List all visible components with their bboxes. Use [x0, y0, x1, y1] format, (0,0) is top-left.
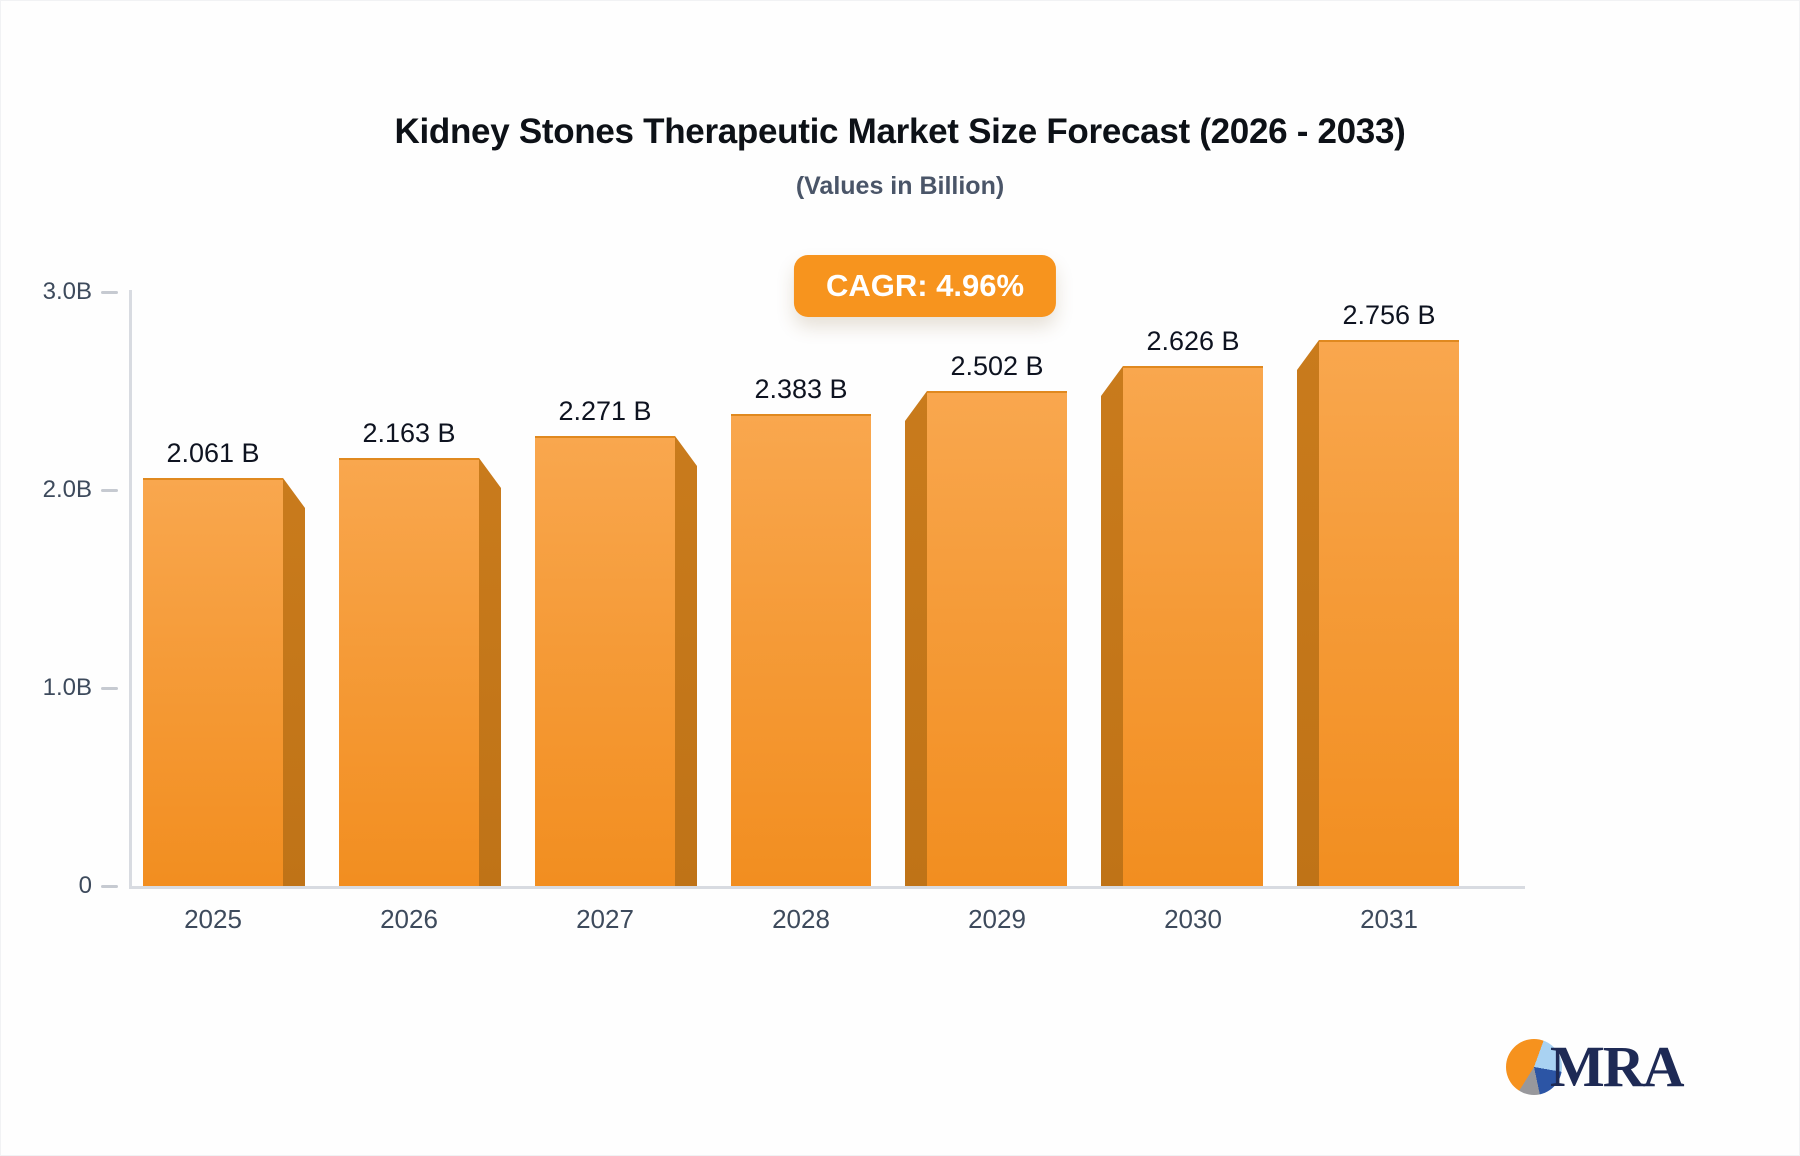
x-tick-label: 2025 — [184, 904, 242, 934]
bar-value-label: 2.061 B — [166, 438, 260, 468]
bar-side-2029 — [905, 391, 927, 886]
x-tick-label: 2031 — [1360, 904, 1418, 934]
bar-value-label: 2.756 B — [1342, 300, 1436, 330]
bar-side-2026 — [479, 458, 501, 886]
bar-2025 — [143, 478, 283, 886]
y-tick-mark — [101, 885, 118, 888]
x-axis-line — [129, 886, 1525, 889]
bar-side-2025 — [283, 478, 305, 886]
chart-subtitle: (Values in Billion) — [795, 172, 1005, 200]
chart-title: Kidney Stones Therapeutic Market Size Fo… — [394, 112, 1406, 151]
y-axis-line — [129, 290, 132, 888]
bar-side-2030 — [1101, 366, 1123, 886]
y-tick-label: 2.0B — [42, 476, 92, 503]
bar-value-label: 2.163 B — [362, 418, 456, 448]
y-tick-mark — [101, 291, 118, 294]
y-tick-label: 1.0B — [42, 674, 92, 701]
y-tick-label: 0 — [78, 872, 92, 899]
x-tick-label: 2027 — [576, 904, 634, 934]
y-tick-label: 3.0B — [42, 278, 92, 305]
bar-side-2031 — [1297, 340, 1319, 886]
bar-value-label: 2.502 B — [950, 351, 1044, 381]
bar-2027 — [535, 436, 675, 886]
logo-text: MRA — [1550, 1034, 1685, 1099]
logo: MRA — [1506, 1034, 1685, 1099]
x-tick-label: 2028 — [772, 904, 830, 934]
bar-2028 — [731, 414, 871, 886]
bar-2030 — [1123, 366, 1263, 886]
bar-value-label: 2.271 B — [558, 396, 652, 426]
y-tick-mark — [101, 687, 118, 690]
bar-2026 — [339, 458, 479, 886]
bar-2031 — [1319, 340, 1459, 886]
bar-side-2027 — [675, 436, 697, 886]
x-tick-label: 2026 — [380, 904, 438, 934]
x-tick-label: 2030 — [1164, 904, 1222, 934]
cagr-badge: CAGR: 4.96% — [793, 255, 1057, 317]
bar-value-label: 2.383 B — [754, 374, 848, 404]
bar-value-label: 2.626 B — [1146, 326, 1240, 356]
x-tick-label: 2029 — [968, 904, 1026, 934]
y-tick-mark — [101, 489, 118, 492]
pie-chart-icon — [1506, 1039, 1562, 1095]
bar-2029 — [927, 391, 1067, 886]
